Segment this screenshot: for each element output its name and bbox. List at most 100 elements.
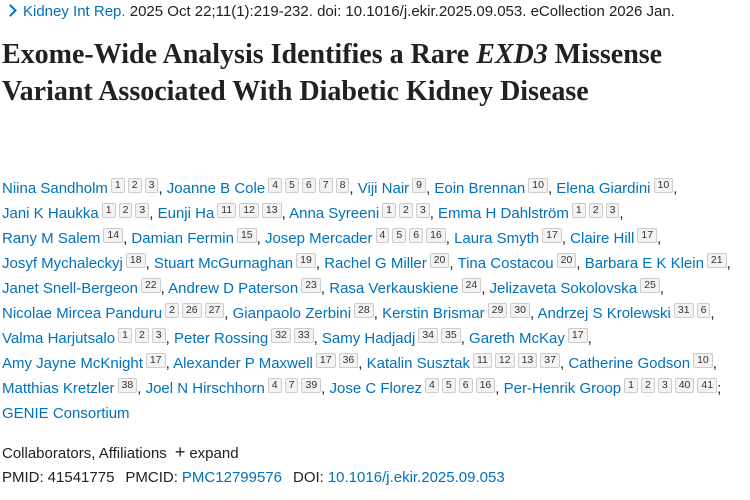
affiliation-number[interactable]: 24 — [461, 278, 482, 293]
affiliation-number[interactable]: 6 — [458, 378, 473, 393]
affiliation-number[interactable]: 1 — [382, 203, 396, 218]
affiliation-number[interactable]: 17 — [637, 228, 658, 243]
affiliation-number[interactable]: 7 — [284, 378, 299, 393]
author-link[interactable]: Amy Jayne McKnight — [2, 355, 143, 372]
affiliation-number[interactable]: 15 — [236, 228, 257, 243]
affiliation-number[interactable]: 4 — [267, 378, 282, 393]
affiliation-number[interactable]: 9 — [412, 178, 426, 193]
author-link[interactable]: Jose C Florez — [329, 380, 423, 397]
affiliation-number[interactable]: 29 — [487, 303, 508, 318]
author-link[interactable]: Matthias Kretzler — [2, 380, 115, 397]
affiliation-number[interactable]: 33 — [293, 328, 314, 343]
affiliation-number[interactable]: 1 — [110, 178, 125, 193]
affiliation-number[interactable]: 5 — [285, 178, 299, 193]
affiliation-number[interactable]: 3 — [657, 378, 672, 393]
affiliation-number[interactable]: 11 — [473, 353, 492, 368]
affiliation-number[interactable]: 12 — [494, 353, 515, 368]
affiliation-number[interactable]: 1 — [101, 203, 116, 218]
affiliation-number[interactable]: 40 — [674, 378, 695, 393]
author-link[interactable]: Nicolae Mircea Panduru — [2, 305, 163, 322]
author-link[interactable]: Josep Mercader — [264, 230, 373, 247]
consortium-link[interactable]: GENIE Consortium — [2, 405, 130, 422]
affiliation-number[interactable]: 17 — [145, 353, 166, 368]
affiliation-number[interactable]: 34 — [418, 328, 438, 343]
author-link[interactable]: Claire Hill — [570, 230, 635, 247]
author-link[interactable]: Kerstin Brismar — [382, 305, 485, 322]
affiliation-number[interactable]: 13 — [517, 353, 538, 368]
author-link[interactable]: Viji Nair — [357, 180, 410, 197]
author-link[interactable]: Tina Costacou — [457, 255, 554, 272]
author-link[interactable]: Catherine Godson — [568, 355, 691, 372]
affiliation-number[interactable]: 12 — [239, 203, 259, 218]
author-link[interactable]: Josyf Mychaleckyj — [2, 255, 123, 272]
author-link[interactable]: Barbara E K Klein — [584, 255, 704, 272]
affiliation-number[interactable]: 25 — [640, 278, 660, 293]
journal-link[interactable]: Kidney Int Rep. — [23, 3, 126, 20]
author-link[interactable]: Rasa Verkauskiene — [329, 280, 459, 297]
author-link[interactable]: Valma Harjutsalo — [2, 330, 116, 347]
affiliation-number[interactable]: 2 — [588, 203, 603, 218]
affiliation-number[interactable]: 23 — [301, 278, 321, 293]
affiliation-number[interactable]: 35 — [441, 328, 461, 343]
affiliation-number[interactable]: 6 — [696, 303, 711, 318]
author-link[interactable]: Andrzej S Krolewski — [537, 305, 671, 322]
affiliation-number[interactable]: 26 — [181, 303, 202, 318]
author-link[interactable]: Gianpaolo Zerbini — [232, 305, 352, 322]
affiliation-number[interactable]: 13 — [261, 203, 282, 218]
author-link[interactable]: Per-Henrik Groop — [503, 380, 622, 397]
author-link[interactable]: Niina Sandholm — [2, 180, 108, 197]
affiliation-number[interactable]: 2 — [165, 303, 179, 318]
author-link[interactable]: Rany M Salem — [2, 230, 101, 247]
author-link[interactable]: Eunji Ha — [157, 205, 215, 222]
affiliation-number[interactable]: 21 — [706, 253, 727, 268]
author-link[interactable]: Katalin Susztak — [366, 355, 470, 372]
affiliation-number[interactable]: 6 — [409, 228, 424, 243]
author-link[interactable]: Rachel G Miller — [324, 255, 427, 272]
affiliation-number[interactable]: 2 — [641, 378, 655, 393]
affiliation-number[interactable]: 4 — [268, 178, 283, 193]
affiliation-number[interactable]: 19 — [296, 253, 316, 268]
affiliation-number[interactable]: 5 — [392, 228, 407, 243]
affiliation-number[interactable]: 22 — [140, 278, 161, 293]
affiliation-number[interactable]: 3 — [144, 178, 159, 193]
identifier-link[interactable]: PMC12799576 — [181, 469, 282, 486]
author-link[interactable]: Gareth McKay — [469, 330, 565, 347]
author-link[interactable]: Emma H Dahlström — [438, 205, 569, 222]
affiliation-number[interactable]: 10 — [693, 353, 713, 368]
expand-action[interactable]: expand — [189, 445, 239, 462]
affiliation-number[interactable]: 28 — [354, 303, 374, 318]
author-link[interactable]: Janet Snell-Bergeon — [2, 280, 138, 297]
author-link[interactable]: Anna Syreeni — [289, 205, 380, 222]
affiliation-number[interactable]: 18 — [125, 253, 146, 268]
author-link[interactable]: Peter Rossing — [173, 330, 269, 347]
affiliation-number[interactable]: 4 — [375, 228, 390, 243]
affiliation-number[interactable]: 1 — [624, 378, 638, 393]
affiliation-number[interactable]: 6 — [301, 178, 316, 193]
affiliation-number[interactable]: 17 — [542, 228, 562, 243]
author-link[interactable]: Jani K Haukka — [2, 205, 99, 222]
affiliation-number[interactable]: 2 — [127, 178, 142, 193]
affiliation-number[interactable]: 2 — [399, 203, 413, 218]
affiliation-number[interactable]: 14 — [103, 228, 124, 243]
affiliation-number[interactable]: 7 — [318, 178, 333, 193]
affiliation-number[interactable]: 36 — [338, 353, 359, 368]
affiliation-number[interactable]: 17 — [567, 328, 588, 343]
affiliation-number[interactable]: 3 — [135, 203, 150, 218]
author-link[interactable]: Stuart McGurnaghan — [153, 255, 294, 272]
affiliation-number[interactable]: 1 — [571, 203, 586, 218]
affiliation-number[interactable]: 27 — [204, 303, 225, 318]
author-link[interactable]: Andrew D Paterson — [168, 280, 299, 297]
expand-bar[interactable]: Collaborators, Affiliations + expand — [2, 442, 239, 463]
author-link[interactable]: Damian Fermin — [131, 230, 234, 247]
affiliation-number[interactable]: 10 — [528, 178, 548, 193]
affiliation-number[interactable]: 16 — [475, 378, 496, 393]
affiliation-number[interactable]: 1 — [118, 328, 132, 343]
affiliation-number[interactable]: 39 — [301, 378, 322, 393]
affiliation-number[interactable]: 20 — [429, 253, 450, 268]
affiliation-number[interactable]: 20 — [556, 253, 577, 268]
affiliation-number[interactable]: 30 — [510, 303, 530, 318]
affiliation-number[interactable]: 5 — [441, 378, 456, 393]
affiliation-number[interactable]: 4 — [425, 378, 439, 393]
author-link[interactable]: Samy Hadjadj — [321, 330, 416, 347]
affiliation-number[interactable]: 2 — [134, 328, 149, 343]
